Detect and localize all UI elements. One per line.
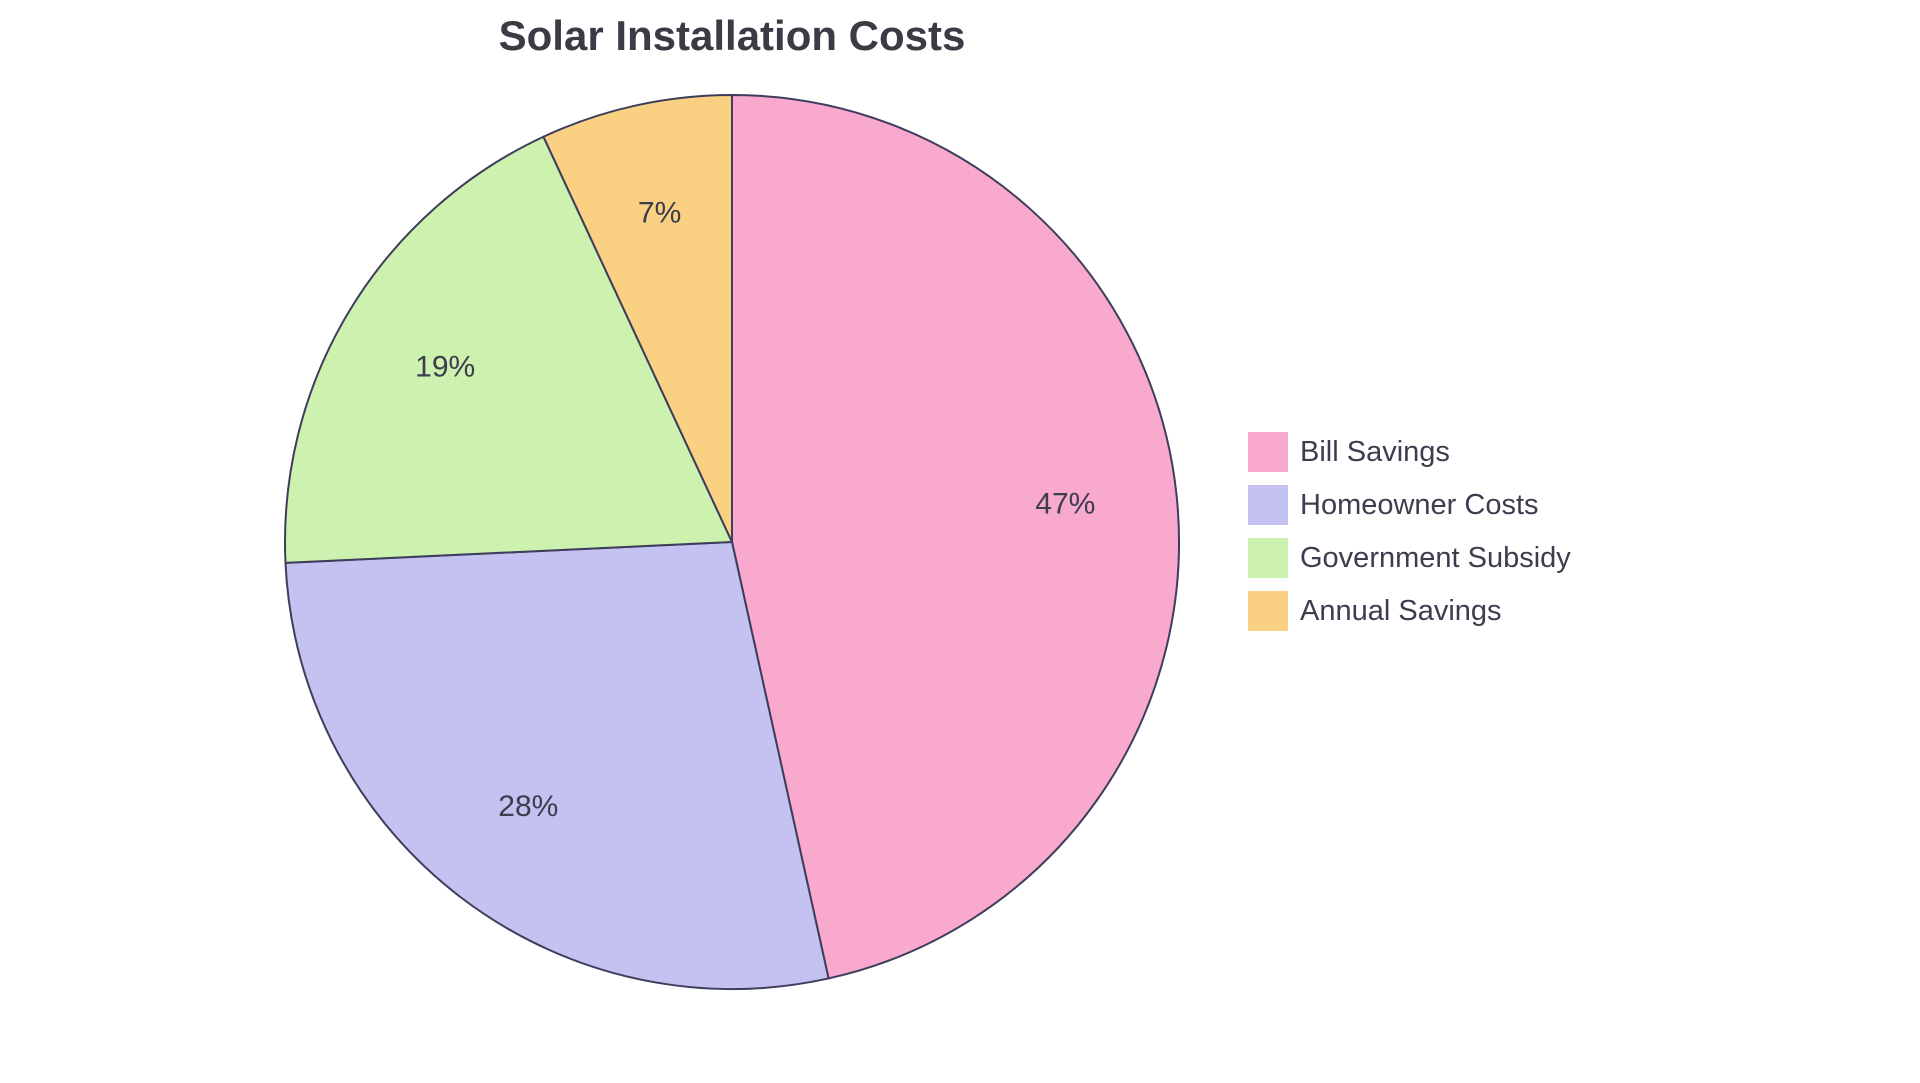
pie-slice-government-subsidy: [284, 135, 733, 564]
slice-label-bill-savings: 47%: [1035, 488, 1095, 521]
pie-slice-annual-savings: [542, 94, 733, 543]
slice-label-homeowner-costs: 28%: [498, 790, 558, 823]
legend-item-annual-savings: Annual Savings: [1248, 591, 1571, 631]
legend-swatch-homeowner-costs: [1248, 485, 1288, 525]
legend-item-bill-savings: Bill Savings: [1248, 432, 1571, 472]
chart-title: Solar Installation Costs: [498, 12, 966, 59]
legend-label-annual-savings: Annual Savings: [1300, 594, 1502, 627]
legend-item-homeowner-costs: Homeowner Costs: [1248, 485, 1571, 525]
legend: Bill Savings Homeowner Costs Government Su…: [1248, 432, 1571, 631]
legend-swatch-government-subsidy: [1248, 538, 1288, 578]
slice-label-annual-savings: 7%: [638, 197, 681, 230]
slice-label-government-subsidy: 19%: [415, 350, 475, 383]
legend-label-homeowner-costs: Homeowner Costs: [1300, 488, 1539, 521]
pie-slice-homeowner-costs: [284, 541, 830, 990]
legend-label-government-subsidy: Government Subsidy: [1300, 541, 1571, 574]
pie-slice-bill-savings: [731, 94, 1180, 980]
legend-label-bill-savings: Bill Savings: [1300, 435, 1450, 468]
legend-swatch-bill-savings: [1248, 432, 1288, 472]
legend-swatch-annual-savings: [1248, 591, 1288, 631]
legend-item-government-subsidy: Government Subsidy: [1248, 538, 1571, 578]
